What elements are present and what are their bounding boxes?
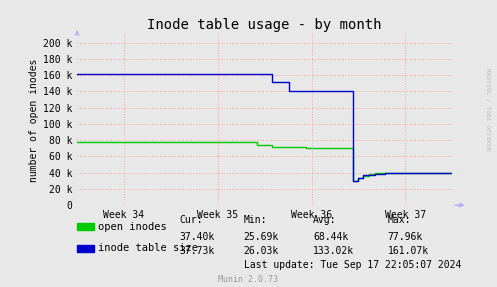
Text: Last update: Tue Sep 17 22:05:07 2024: Last update: Tue Sep 17 22:05:07 2024: [244, 261, 461, 270]
Text: 37.40k: 37.40k: [179, 232, 214, 242]
Text: Munin 2.0.73: Munin 2.0.73: [219, 275, 278, 284]
Text: 25.69k: 25.69k: [244, 232, 279, 242]
Text: 161.07k: 161.07k: [388, 246, 429, 256]
Text: 68.44k: 68.44k: [313, 232, 348, 242]
Text: open inodes: open inodes: [98, 222, 167, 232]
Text: 26.03k: 26.03k: [244, 246, 279, 256]
Text: inode table size: inode table size: [98, 243, 198, 253]
Y-axis label: number of open inodes: number of open inodes: [29, 58, 39, 181]
Text: Max:: Max:: [388, 215, 411, 224]
Text: 133.02k: 133.02k: [313, 246, 354, 256]
Text: Min:: Min:: [244, 215, 267, 224]
Text: Cur:: Cur:: [179, 215, 202, 224]
Text: Avg:: Avg:: [313, 215, 336, 224]
Text: 77.96k: 77.96k: [388, 232, 423, 242]
Title: Inode table usage - by month: Inode table usage - by month: [148, 18, 382, 32]
Text: RRDTOOL / TOBI OETIKER: RRDTOOL / TOBI OETIKER: [486, 68, 491, 150]
Text: 37.73k: 37.73k: [179, 246, 214, 256]
